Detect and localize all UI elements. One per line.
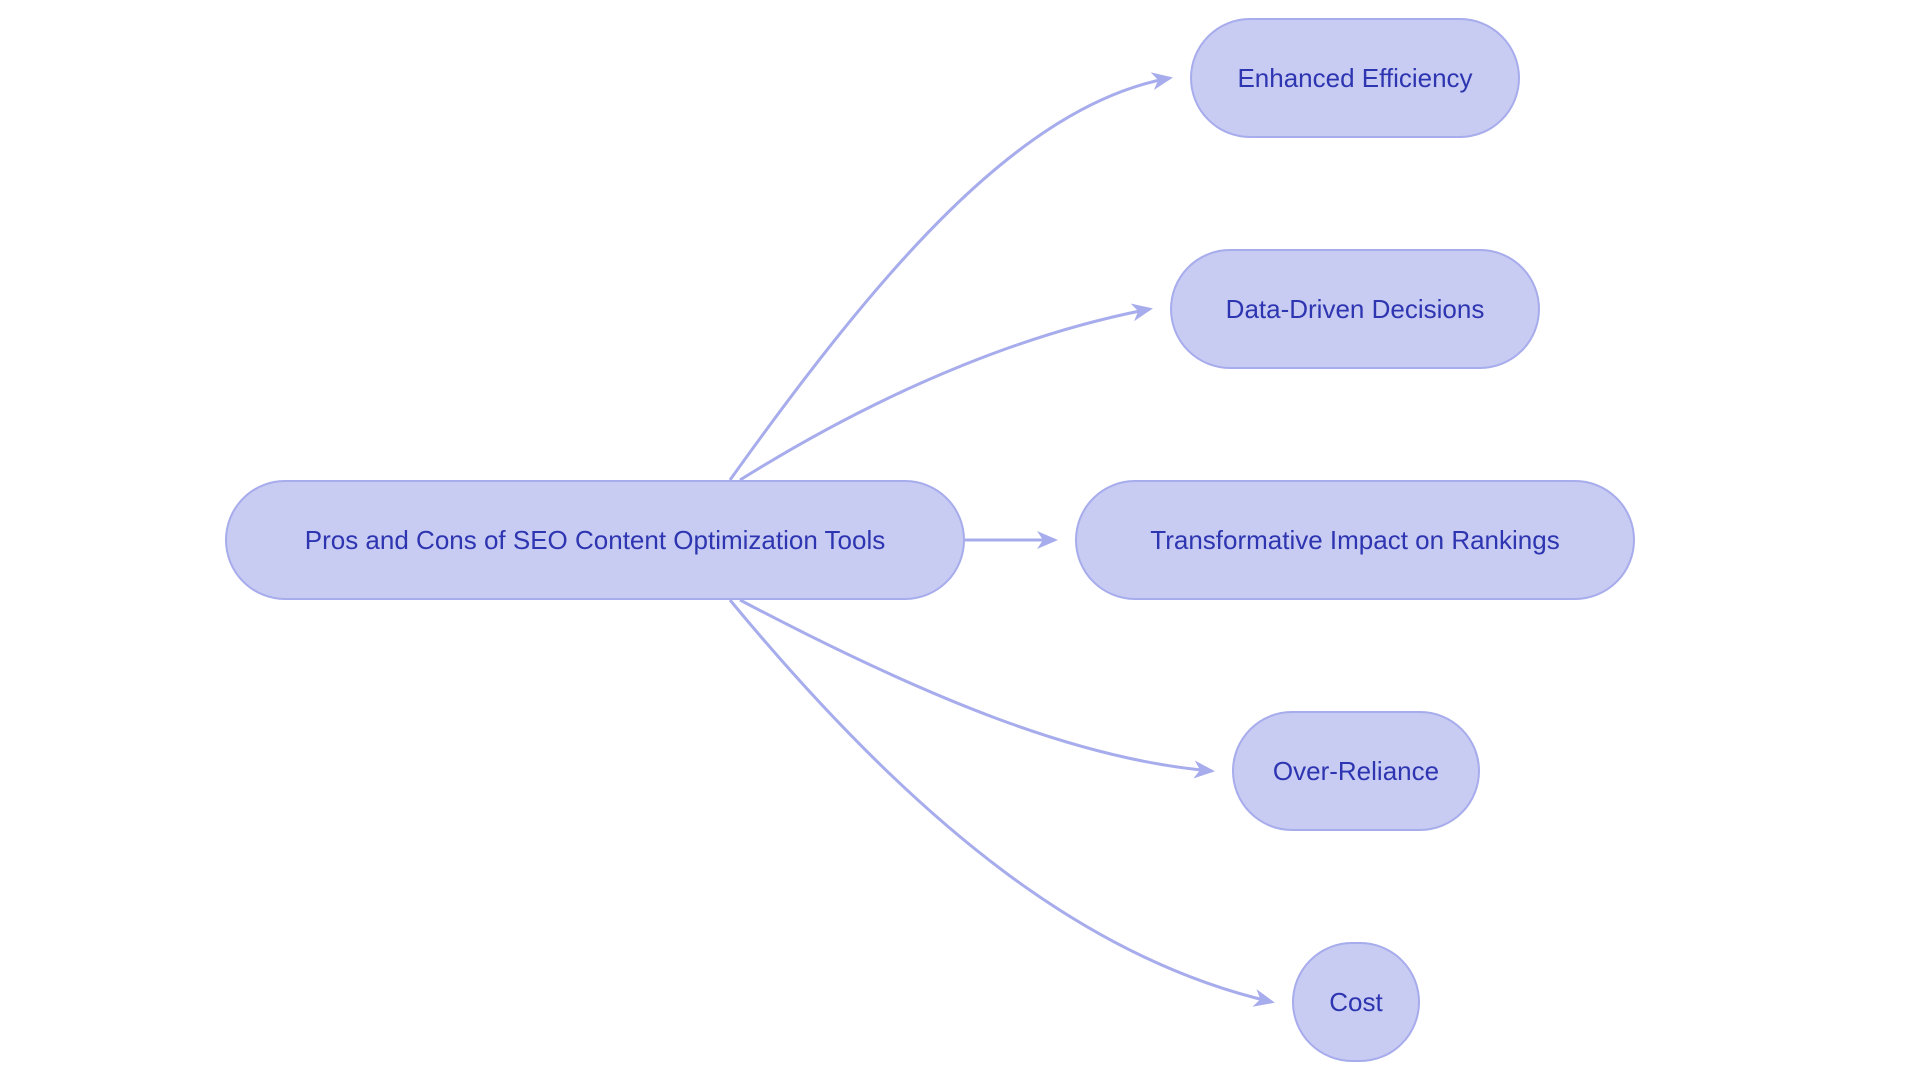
node-label: Cost	[1329, 987, 1382, 1018]
edge-root-n5	[730, 600, 1272, 1002]
node-label: Pros and Cons of SEO Content Optimizatio…	[305, 525, 885, 556]
node-n2: Data-Driven Decisions	[1170, 249, 1540, 369]
diagram-canvas: Pros and Cons of SEO Content Optimizatio…	[0, 0, 1920, 1083]
node-label: Over-Reliance	[1273, 756, 1439, 787]
node-n5: Cost	[1292, 942, 1420, 1062]
node-label: Data-Driven Decisions	[1226, 294, 1485, 325]
node-label: Transformative Impact on Rankings	[1150, 525, 1559, 556]
edge-root-n4	[740, 600, 1212, 771]
node-n4: Over-Reliance	[1232, 711, 1480, 831]
node-root: Pros and Cons of SEO Content Optimizatio…	[225, 480, 965, 600]
edge-root-n2	[740, 309, 1150, 480]
edge-root-n1	[730, 78, 1170, 480]
node-n3: Transformative Impact on Rankings	[1075, 480, 1635, 600]
node-n1: Enhanced Efficiency	[1190, 18, 1520, 138]
node-label: Enhanced Efficiency	[1237, 63, 1472, 94]
